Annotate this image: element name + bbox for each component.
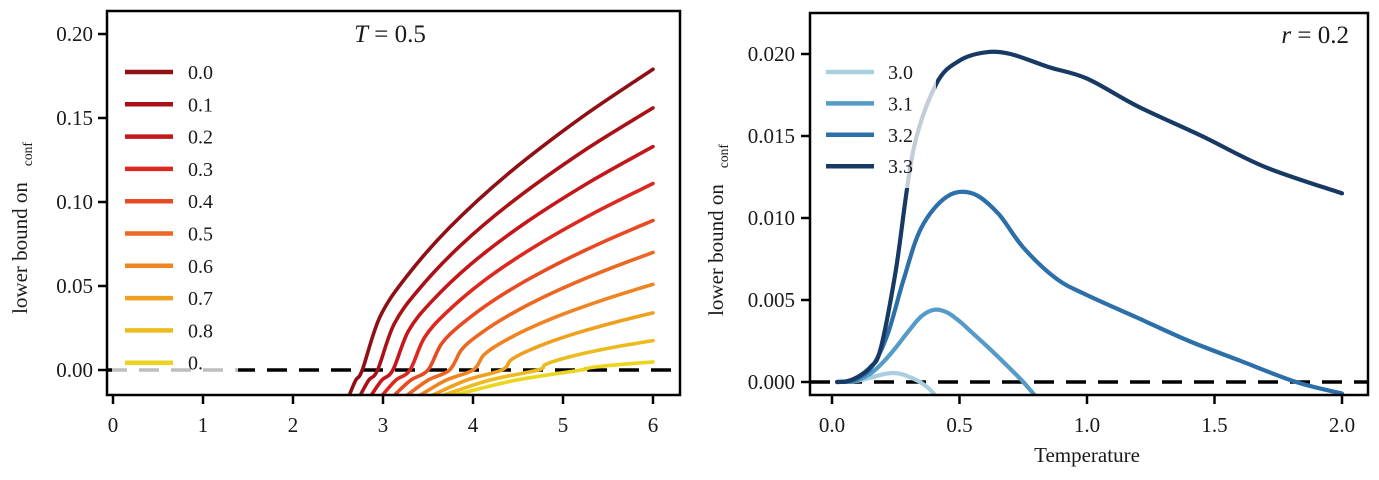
- curve-0.1: [358, 106, 655, 395]
- legend-label-0.0: 0.0: [188, 62, 213, 84]
- right-ylabel-text: lower bound on: [704, 184, 728, 316]
- legend-label-0.8: 0.8: [188, 320, 213, 342]
- y-tick-label: 0.10: [56, 190, 93, 214]
- right-title-value: = 0.2: [1291, 22, 1349, 49]
- right-plot: 3.03.13.23.3 0.0 0.5 1.0 1.5 2.00.0000.0050.…: [704, 11, 1370, 467]
- right-legend: 3.0 3.1 3.2 3.3: [826, 62, 913, 178]
- left-legend-box: [112, 55, 238, 382]
- right-ticks: 0.0 0.5 1.0 1.5 2.0 0.000 0.005 0.010 0.015 0.020: [748, 42, 1355, 437]
- curve-0.3: [380, 181, 655, 395]
- left-title-variable: T: [354, 21, 370, 48]
- x-tick-label: 5: [558, 413, 569, 437]
- legend-label-0.5: 0.5: [188, 224, 213, 246]
- right-ylabel-subscript: conf: [716, 144, 731, 168]
- x-tick-label: 4: [468, 413, 479, 437]
- legend-label-3.0: 3.0: [888, 62, 913, 84]
- x-tick-label: 1.0: [1074, 413, 1100, 437]
- legend-label-0.7: 0.7: [188, 288, 213, 310]
- left-plot-title: T = 0.5: [354, 21, 426, 48]
- curve-0.2: [369, 144, 655, 395]
- curve-0.4: [391, 218, 655, 395]
- curve-3.1: [835, 307, 1038, 395]
- curve-0.7: [428, 311, 655, 395]
- right-plot-title: r = 0.2: [1281, 22, 1349, 49]
- y-tick-label: 0.20: [56, 22, 93, 46]
- x-tick-label: 1: [198, 413, 209, 437]
- y-tick-label: 0.015: [748, 124, 795, 148]
- legend-label-0.3: 0.3: [188, 159, 213, 181]
- x-tick-label: 0.5: [946, 413, 972, 437]
- y-tick-label: 0.000: [748, 370, 795, 394]
- curve-0.: [447, 360, 655, 395]
- x-tick-label: 2.0: [1329, 413, 1355, 437]
- y-tick-label: 0.005: [748, 288, 795, 312]
- right-title-variable: r: [1281, 22, 1291, 49]
- curve-0.0: [347, 67, 655, 395]
- legend-label-0.: 0.: [188, 353, 203, 375]
- x-tick-label: 0: [108, 413, 119, 437]
- right-curves: [835, 49, 1345, 395]
- right-axes-frame: [808, 11, 1370, 397]
- curve-0.5: [404, 250, 655, 395]
- legend-label-3.1: 3.1: [888, 93, 913, 115]
- curve-3.3: [835, 49, 1345, 385]
- legend-label-0.6: 0.6: [188, 256, 213, 278]
- left-title-value: = 0.5: [368, 21, 426, 48]
- legend-label-0.4: 0.4: [188, 191, 213, 213]
- left-ylabel-text: lower bound on: [8, 182, 32, 314]
- x-tick-label: 0.0: [819, 413, 845, 437]
- y-tick-label: 0.00: [56, 358, 93, 382]
- x-tick-label: 1.5: [1201, 413, 1227, 437]
- right-y-axis-label: lower bound on conf: [704, 144, 731, 316]
- x-tick-label: 6: [648, 413, 659, 437]
- curve-3.2: [835, 189, 1345, 395]
- left-ticks: 0 1 2 3 4 5 6 0.00 0.05 0.10 0.15 0.20: [56, 22, 658, 437]
- curve-3.0: [835, 370, 938, 395]
- legend-label-3.3: 3.3: [888, 156, 913, 178]
- right-x-axis-label: Temperature: [1034, 443, 1140, 467]
- y-tick-label: 0.05: [56, 274, 93, 298]
- left-plot: 0.0 0.1 0.2 0.3 0.4 0.5 0.6 0.7 0.8 0. 0 1 2 3 4 5 6 0.0…: [8, 9, 682, 437]
- curve-0.8: [438, 338, 655, 395]
- legend-label-3.2: 3.2: [888, 125, 913, 147]
- left-y-axis-label: lower bound on conf: [8, 142, 35, 314]
- left-curves: [347, 67, 655, 395]
- left-ylabel-subscript: conf: [20, 142, 35, 166]
- y-tick-label: 0.010: [748, 206, 795, 230]
- x-tick-label: 3: [378, 413, 389, 437]
- y-tick-label: 0.15: [56, 106, 93, 130]
- curve-0.6: [417, 282, 655, 395]
- x-tick-label: 2: [288, 413, 299, 437]
- left-legend: 0.0 0.1 0.2 0.3 0.4 0.5 0.6 0.7 0.8 0.: [125, 62, 213, 375]
- y-tick-label: 0.020: [748, 42, 795, 66]
- legend-label-0.1: 0.1: [188, 94, 213, 116]
- legend-label-0.2: 0.2: [188, 127, 213, 149]
